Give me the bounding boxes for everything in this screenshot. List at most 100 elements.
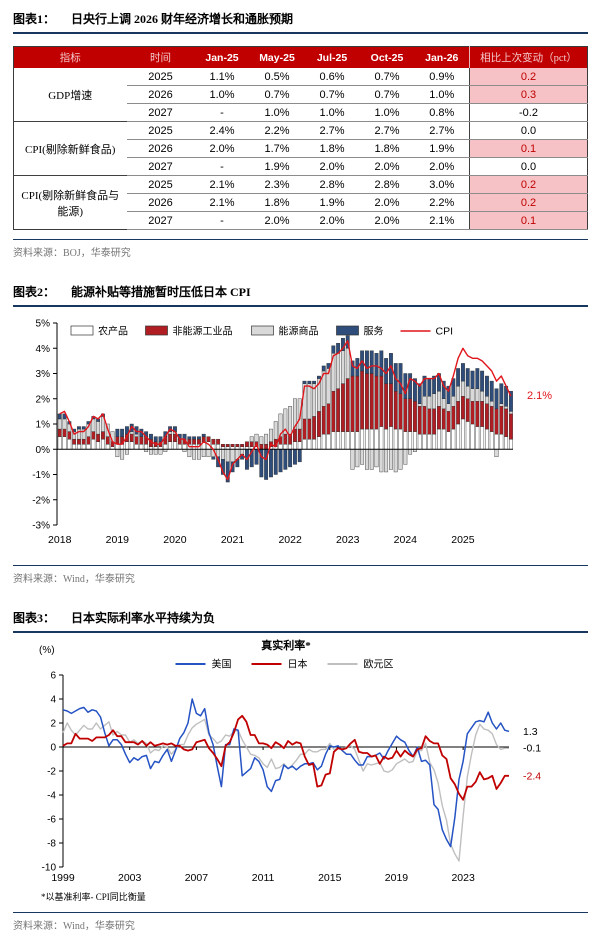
value-cell: 1.0% [194, 85, 250, 104]
value-cell: 0.7% [249, 85, 305, 104]
svg-text:1%: 1% [36, 420, 51, 431]
table-row: 2026 1.0% 0.7% 0.7% 0.7% 1.0% 0.3 [14, 85, 588, 104]
table-header-cell: May-25 [249, 46, 305, 68]
figure1-header: 图表1： 日央行上调 2026 财年经济增长和通胀预期 [13, 8, 588, 34]
table-row: 2027-2.0% 2.0% 2.0% 2.1% 0.1 [14, 211, 588, 230]
value-cell: 2.2% [249, 121, 305, 140]
value-cell: 2.8% [304, 175, 360, 194]
svg-text:2019: 2019 [106, 534, 130, 546]
value-cell: - [194, 103, 250, 122]
svg-text:2023: 2023 [336, 534, 360, 546]
figure2-source: 资料来源：Wind，华泰研究 [13, 565, 588, 585]
forecast-table: 指标 时间 Jan-25 May-25 Jul-25 Oct-25 Jan-26 相比上次变动… [13, 46, 588, 230]
svg-text:(%): (%) [39, 645, 55, 656]
value-cell: 2.0% [359, 157, 415, 176]
table-header-cell: Oct-25 [359, 46, 415, 68]
table-row: 2027-1.9% 2.0% 2.0% 2.0% 0.0 [14, 157, 588, 176]
value-cell: 0.5% [249, 68, 305, 86]
value-cell: 2.2% [414, 193, 470, 212]
figure3-source: 资料来源：Wind，华泰研究 [13, 912, 588, 932]
change-cell: 0.0 [469, 157, 588, 176]
svg-text:-3%: -3% [32, 521, 50, 532]
value-cell: 2.0% [414, 157, 470, 176]
svg-text:1999: 1999 [51, 872, 75, 884]
change-cell: 0.2 [469, 175, 588, 194]
forecast-table-header: 指标 时间 Jan-25 May-25 Jul-25 Oct-25 Jan-26 相比上次变动… [13, 46, 588, 68]
value-cell: 2.4% [194, 121, 250, 140]
value-cell: 1.8% [304, 139, 360, 158]
figure3-footnote: *以基准利率- CPI同比衡量 [41, 892, 146, 902]
indicator-cell: CPI(剔除新鲜食品) [13, 121, 127, 176]
svg-text:2022: 2022 [278, 534, 302, 546]
value-cell: 2.0% [359, 211, 415, 230]
table-header-cell: Jul-25 [304, 46, 360, 68]
svg-text:能源商品: 能源商品 [279, 325, 319, 338]
value-cell: 1.0% [359, 103, 415, 122]
svg-text:2020: 2020 [163, 534, 187, 546]
table-row: CPI(剔除新鲜食品与能源) 2025 2.1% 2.3% 2.8% 2.8% 3.0% 0.… [13, 175, 588, 230]
svg-text:4: 4 [50, 695, 56, 706]
indicator-cell: CPI(剔除新鲜食品与能源) [13, 175, 127, 230]
year-cell: 2026 [126, 85, 195, 104]
value-cell: 2.0% [359, 193, 415, 212]
figure2-label: 图表2： [13, 285, 56, 299]
value-cell: 2.7% [359, 121, 415, 140]
svg-text:-6: -6 [47, 815, 56, 826]
svg-text:非能源工业品: 非能源工业品 [173, 325, 233, 338]
year-cell: 2026 [126, 139, 195, 158]
svg-text:0: 0 [50, 743, 56, 754]
value-cell: - [194, 157, 250, 176]
svg-text:日本: 日本 [288, 658, 308, 671]
svg-text:2007: 2007 [185, 872, 209, 884]
figure1-label: 图表1： [13, 12, 56, 26]
figure3-title: 日本实际利率水平持续为负 [71, 611, 216, 625]
table-row: 2026 2.0% 1.7% 1.8% 1.8% 1.9% 0.1 [14, 139, 588, 158]
indicator-cell: GDP增速 [48, 89, 93, 102]
svg-text:2%: 2% [36, 394, 51, 405]
svg-text:美国: 美国 [212, 658, 232, 671]
value-cell: 1.8% [359, 139, 415, 158]
svg-text:2018: 2018 [48, 534, 72, 546]
value-cell: 1.0% [304, 103, 360, 122]
cpi-contribution-chart: 5% 4% 3% 2% 1% 0% -1% -2% -3% 2.1% 2018 2019 2020 202… [32, 319, 552, 547]
figure2-header: 图表2： 能源补贴等措施暂时压低日本 CPI [13, 281, 588, 307]
svg-text:CPI: CPI [436, 326, 454, 338]
table-row: CPI(剔除新鲜食品) 2025 2.4% 2.2% 2.7% 2.7% 2.7% 0.0 [13, 121, 588, 176]
value-cell: 1.9% [414, 139, 470, 158]
real-rates-chartbox: 真实利率* (%) 美国 日本 欧元区 6 4 2 0 -2 -4 -6 -8 -10 1999 2003 20… [13, 637, 588, 903]
svg-text:-2%: -2% [32, 495, 50, 506]
change-cell: 0.0 [469, 121, 588, 140]
value-cell: 0.7% [359, 68, 415, 86]
change-cell: 0.3 [469, 85, 588, 104]
svg-text:-2.4: -2.4 [523, 770, 541, 782]
value-cell: 2.0% [249, 211, 305, 230]
value-cell: 1.9% [304, 193, 360, 212]
value-cell: 2.7% [414, 121, 470, 140]
value-cell: 1.1% [194, 68, 250, 86]
value-cell: 1.9% [249, 157, 305, 176]
svg-text:2019: 2019 [385, 872, 409, 884]
table-header-cell: 时间 [126, 46, 195, 68]
year-cell: 2027 [126, 157, 195, 176]
svg-text:-4: -4 [47, 791, 56, 802]
svg-text:-0.1: -0.1 [523, 743, 541, 755]
change-cell: 0.1 [469, 139, 588, 158]
change-cell: 0.1 [469, 211, 588, 230]
svg-text:农产品: 农产品 [98, 325, 128, 338]
value-cell: 2.7% [304, 121, 360, 140]
value-cell: 0.8% [414, 103, 470, 122]
value-cell: 1.0% [249, 103, 305, 122]
svg-text:-8: -8 [47, 839, 56, 850]
value-cell: 2.0% [304, 211, 360, 230]
svg-text:5%: 5% [36, 319, 51, 330]
table-row: 2026 2.1% 1.8% 1.9% 2.0% 2.2% 0.2 [14, 193, 588, 212]
table-header-cell: Jan-26 [414, 46, 470, 68]
cpi-contribution-chartbox: 5% 4% 3% 2% 1% 0% -1% -2% -3% 2.1% 2018 2019 2020 202… [13, 311, 588, 556]
table-header-cell: 指标 [13, 46, 127, 68]
value-cell: 1.0% [414, 85, 470, 104]
svg-text:-2: -2 [47, 767, 56, 778]
value-cell: 0.9% [414, 68, 470, 86]
value-cell: 1.8% [249, 193, 305, 212]
svg-text:2003: 2003 [118, 872, 142, 884]
value-cell: - [194, 211, 250, 230]
